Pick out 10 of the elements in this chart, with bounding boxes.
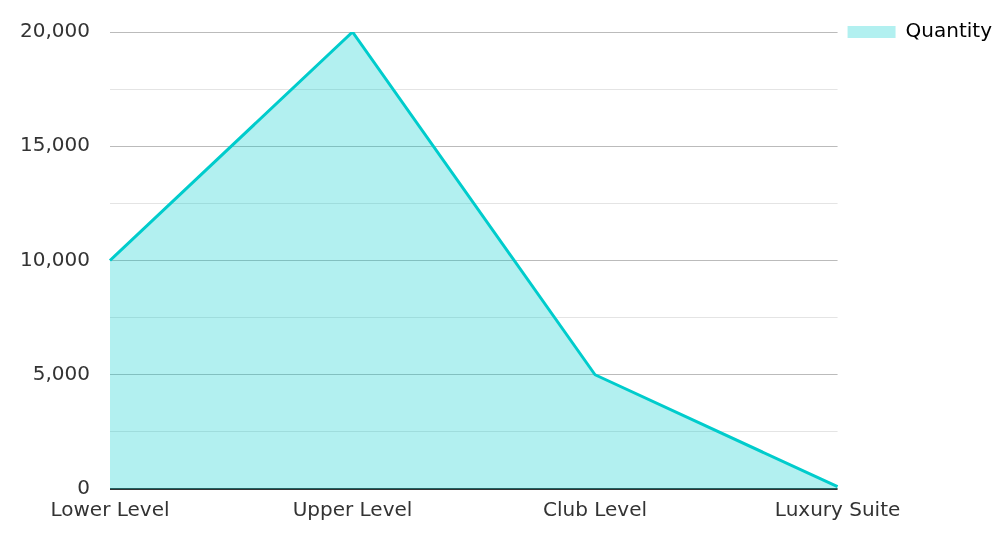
y-tick-label: 0 <box>77 475 90 500</box>
y-tick-label: 15,000 <box>20 132 90 157</box>
x-tick-label: Club Level <box>543 497 648 522</box>
x-tick-label: Upper Level <box>292 497 413 522</box>
y-tick-label: 20,000 <box>20 18 90 43</box>
x-tick-label: Lower Level <box>50 497 170 522</box>
legend-label: Quantity <box>905 18 993 43</box>
text: 5,000 <box>32 360 90 385</box>
x-tick-label: Luxury Suite <box>774 497 901 522</box>
y-tick-label: 10,000 <box>20 246 90 271</box>
